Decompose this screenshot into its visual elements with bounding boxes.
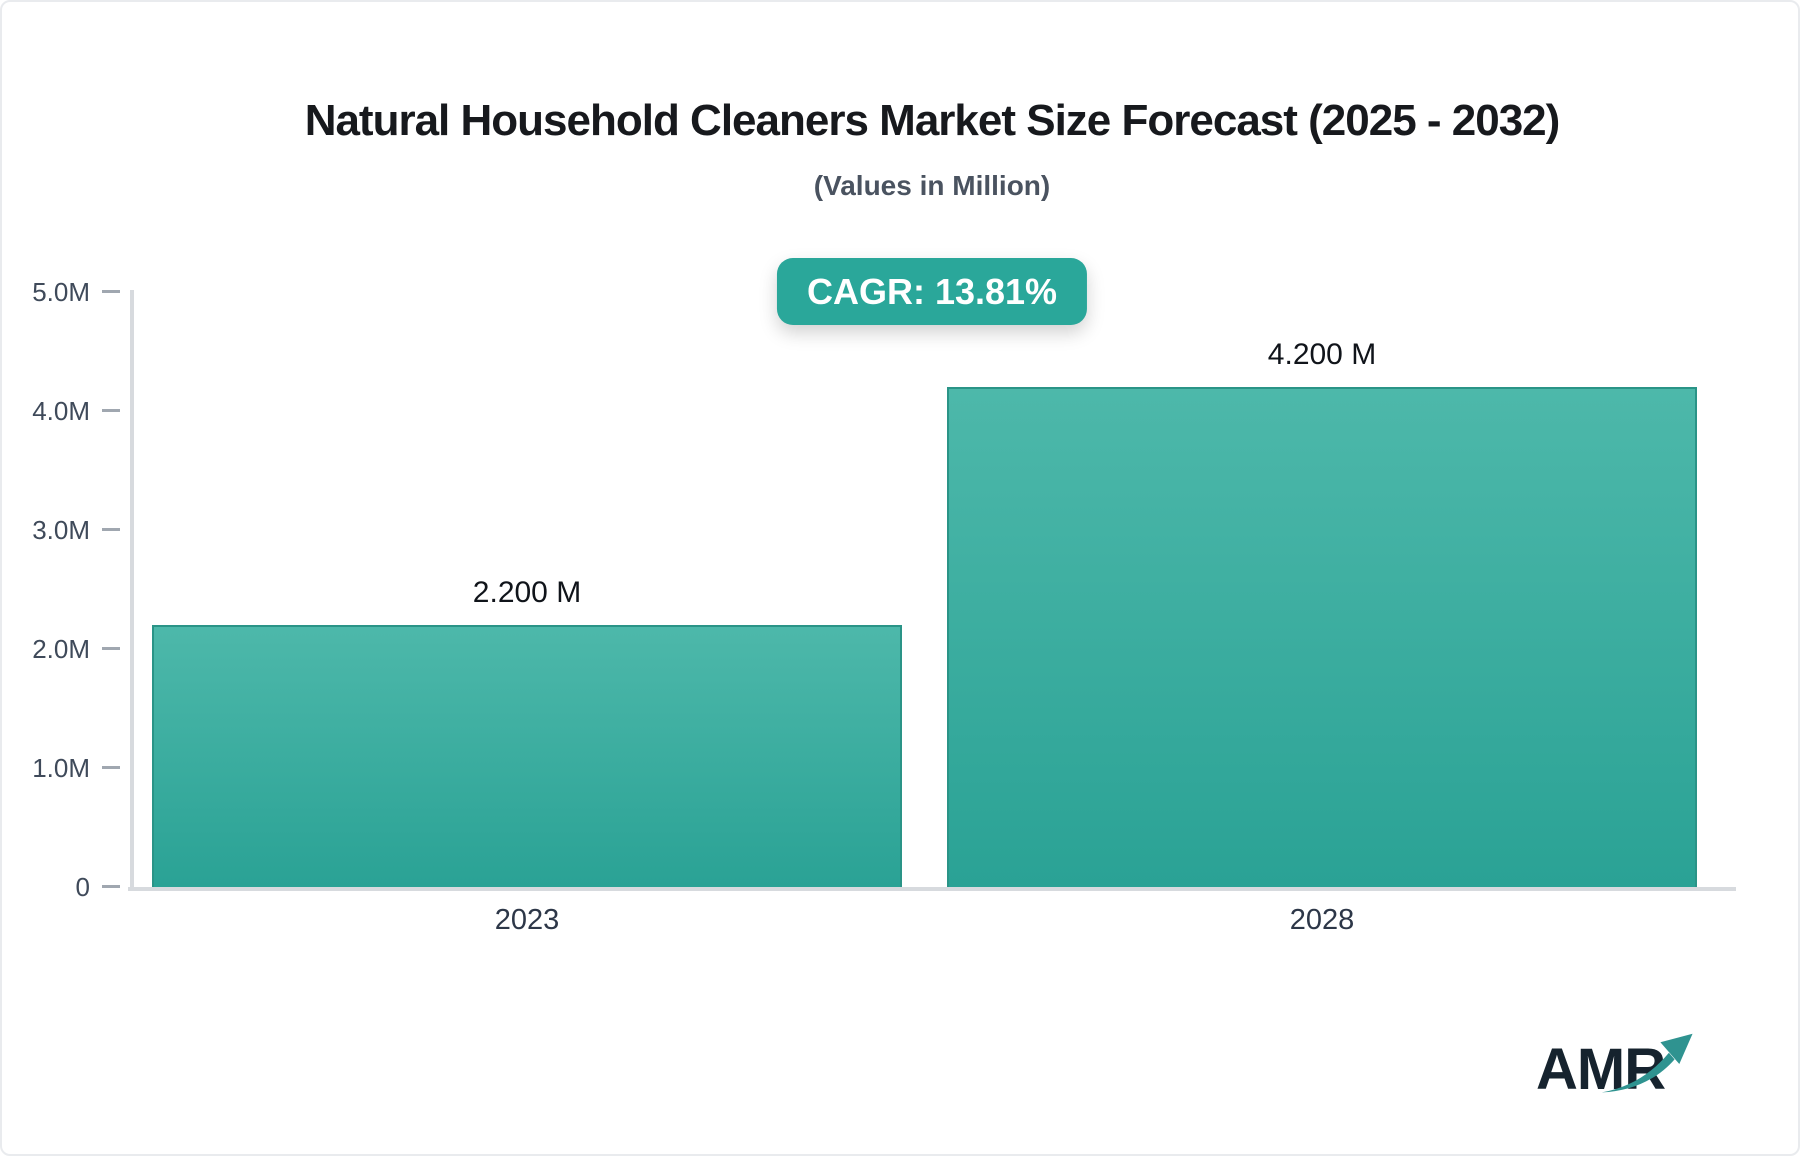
y-axis-line — [130, 290, 134, 891]
x-axis-line — [128, 887, 1736, 891]
y-axis-tick-mark — [102, 409, 120, 412]
bar-2023 — [152, 625, 902, 887]
y-axis-tick-label: 0 — [75, 872, 90, 902]
amr-logo-text: AMR — [1536, 1037, 1666, 1102]
bar-value-label: 2.200 M — [472, 576, 582, 609]
y-axis-tick-label: 5.0M — [32, 277, 90, 307]
bar-2028 — [947, 387, 1697, 887]
cagr-badge: CAGR: 13.81% — [776, 258, 1088, 325]
y-axis-tick-mark — [102, 528, 120, 531]
chart-title: Natural Household Cleaners Market Size F… — [304, 96, 1561, 145]
y-axis-tick-mark — [102, 885, 120, 888]
chart-subtitle: (Values in Million) — [813, 170, 1051, 201]
y-axis-tick-label: 3.0M — [32, 515, 90, 545]
bar-value-label: 4.200 M — [1267, 338, 1377, 371]
amr-logo: AMR — [1536, 1033, 1716, 1116]
y-axis-tick-mark — [102, 647, 120, 650]
y-axis-tick-label: 4.0M — [32, 396, 90, 426]
y-axis-tick-mark — [102, 290, 120, 293]
x-axis-category-label: 2028 — [1289, 904, 1355, 936]
x-axis-category-label: 2023 — [494, 904, 560, 936]
y-axis-tick-label: 2.0M — [32, 634, 90, 664]
y-axis-tick-mark — [102, 766, 120, 769]
growth-arrow-icon — [1601, 1033, 1693, 1093]
y-axis-tick-label: 1.0M — [32, 753, 90, 783]
